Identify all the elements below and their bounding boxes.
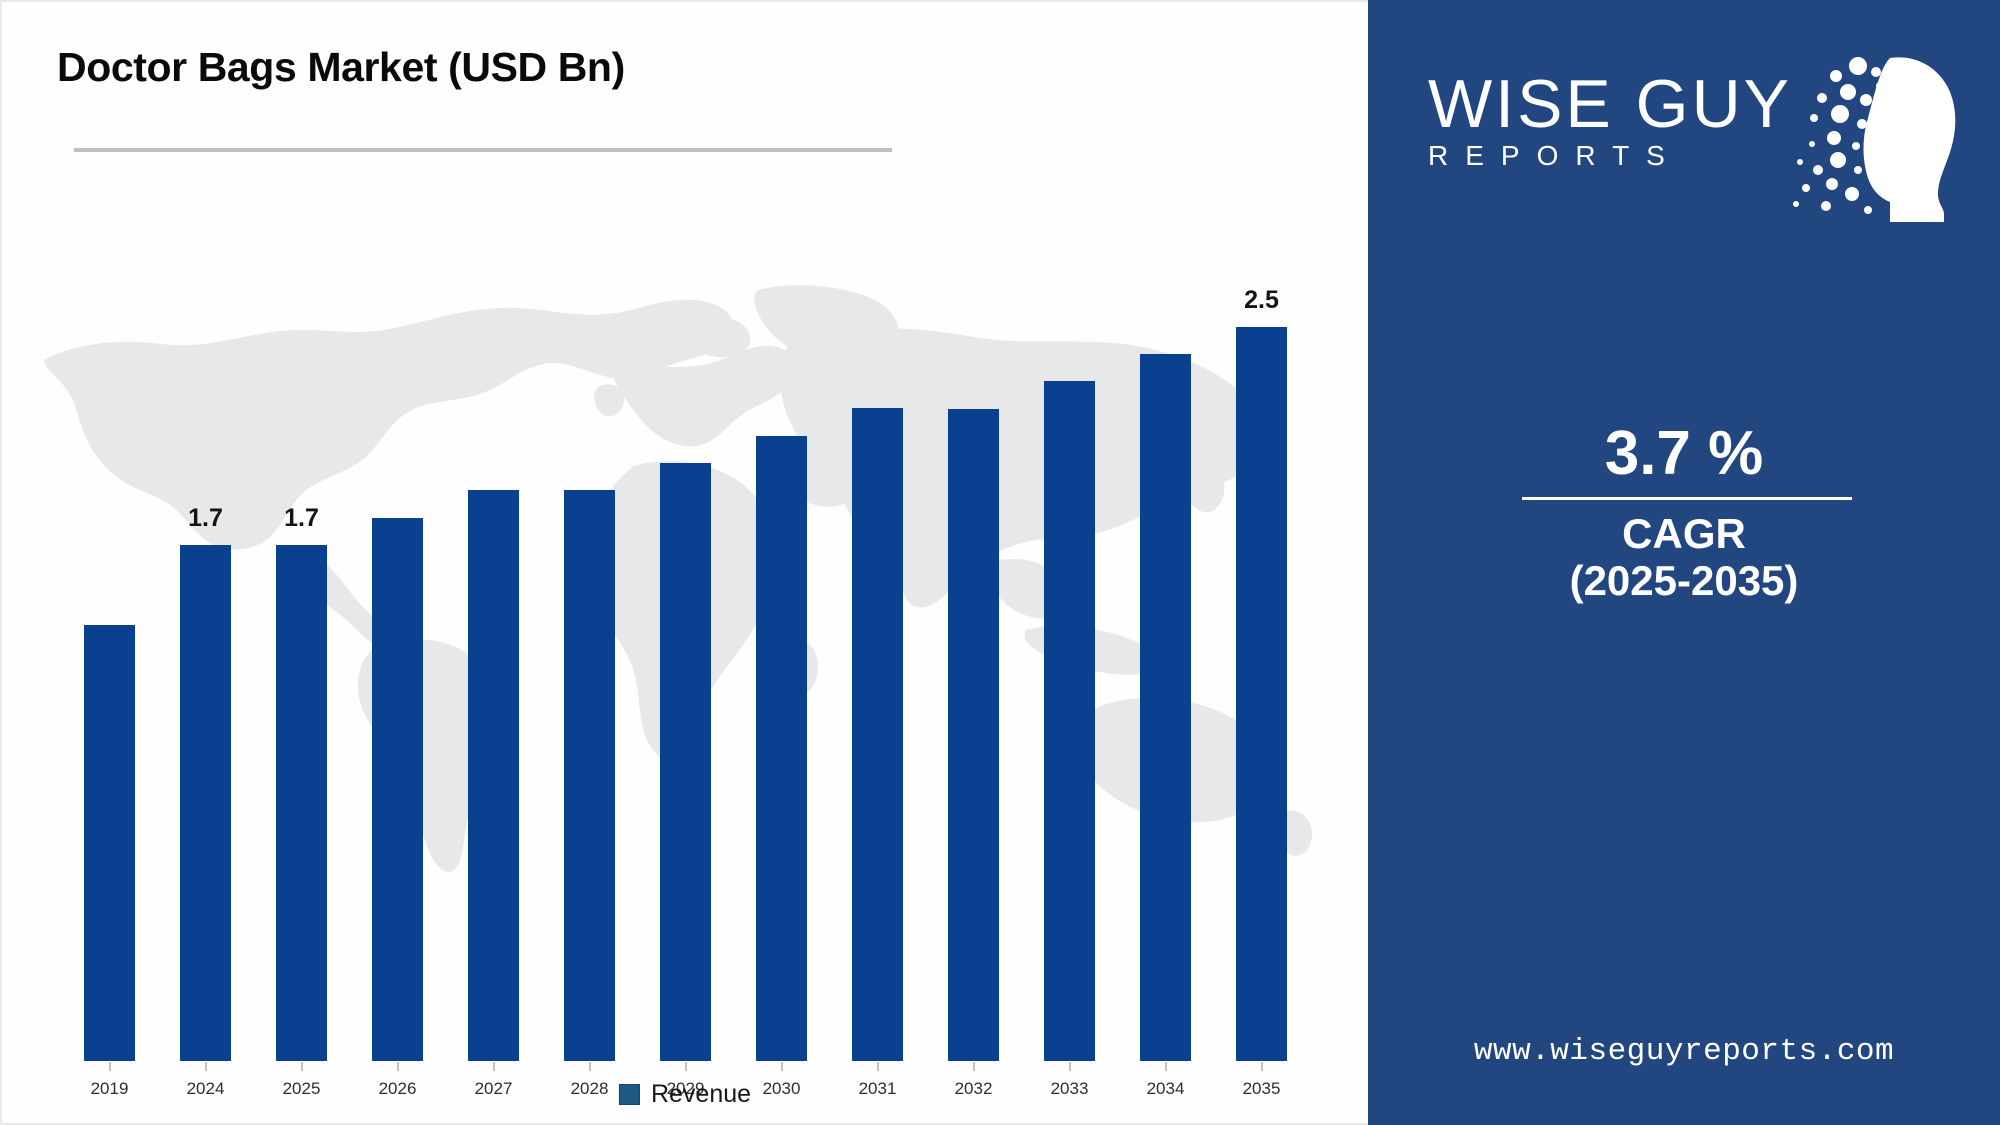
cagr-caption-line1: CAGR bbox=[1622, 510, 1746, 557]
x-axis-tick-2031 bbox=[877, 1062, 878, 1071]
bar-2033[interactable] bbox=[1044, 381, 1095, 1061]
site-url: www.wiseguyreports.com bbox=[1473, 1034, 1895, 1069]
bar-group: 2027 bbox=[468, 490, 519, 1098]
bar-value-label-2024: 1.7 bbox=[188, 504, 223, 532]
x-axis-tick-2032 bbox=[973, 1062, 974, 1071]
x-axis-tick-2026 bbox=[397, 1062, 398, 1071]
bar-group: 2019 bbox=[84, 625, 135, 1098]
bar-group: 1.7 2025 bbox=[276, 504, 327, 1098]
x-axis-tick-2029 bbox=[685, 1062, 686, 1071]
title-divider bbox=[74, 148, 892, 152]
legend-label-revenue: Revenue bbox=[650, 1080, 752, 1108]
x-axis-tick-2034 bbox=[1165, 1062, 1166, 1071]
logo-primary-text: WISE GUY bbox=[1428, 66, 1793, 142]
x-axis-tick-2027 bbox=[493, 1062, 494, 1071]
bar-2025[interactable] bbox=[276, 545, 327, 1061]
bar-value-label-2035: 2.5 bbox=[1244, 286, 1279, 314]
brand-panel: WISE GUY REPORTS bbox=[1368, 0, 2000, 1125]
x-axis-label-2025: 2025 bbox=[282, 1079, 321, 1098]
x-axis-tick-2028 bbox=[589, 1062, 590, 1071]
cagr-caption-line2: (2025-2035) bbox=[1569, 557, 1799, 605]
x-axis-label-2028: 2028 bbox=[570, 1079, 609, 1098]
x-axis-label-2024: 2024 bbox=[186, 1079, 225, 1098]
bar-2029[interactable] bbox=[660, 463, 711, 1061]
chart-legend: Revenue bbox=[618, 1080, 752, 1109]
x-axis-label-2029: 2029 bbox=[666, 1079, 705, 1098]
x-axis-tick-2019 bbox=[109, 1062, 110, 1071]
x-axis-tick-2035 bbox=[1261, 1062, 1262, 1071]
x-axis-tick-2024 bbox=[205, 1062, 206, 1071]
x-axis-label-2033: 2033 bbox=[1050, 1079, 1089, 1098]
x-axis-label-2032: 2032 bbox=[954, 1079, 993, 1098]
x-axis-label-2035: 2035 bbox=[1242, 1079, 1281, 1098]
x-axis-tick-2030 bbox=[781, 1062, 782, 1071]
bar-2027[interactable] bbox=[468, 490, 519, 1061]
cagr-value: 3.7 % bbox=[1604, 419, 1764, 488]
bar-group: 2033 bbox=[1044, 381, 1095, 1098]
dotted-head-profile-icon bbox=[1740, 52, 1960, 222]
bar-value-label-2025: 1.7 bbox=[284, 504, 319, 532]
bar-group: 2030 bbox=[756, 436, 807, 1098]
x-axis-label-2019: 2019 bbox=[90, 1079, 129, 1098]
x-axis-label-2031: 2031 bbox=[858, 1079, 897, 1098]
bar-2032[interactable] bbox=[948, 409, 999, 1061]
chart-title: Doctor Bags Market (USD Bn) bbox=[57, 44, 625, 90]
bar-2030[interactable] bbox=[756, 436, 807, 1061]
x-axis-tick-2033 bbox=[1069, 1062, 1070, 1071]
x-axis-label-2027: 2027 bbox=[474, 1079, 513, 1098]
bar-2026[interactable] bbox=[372, 518, 423, 1061]
bar-2035[interactable] bbox=[1236, 327, 1287, 1061]
bar-group: 2034 bbox=[1140, 354, 1191, 1098]
bar-2034[interactable] bbox=[1140, 354, 1191, 1061]
bar-2019[interactable] bbox=[84, 625, 135, 1061]
wiseguyreports-logo: WISE GUY REPORTS bbox=[1368, 52, 2000, 222]
chart-panel: Doctor Bags Market (USD Bn) bbox=[0, 0, 1368, 1125]
bar-group: 2026 bbox=[372, 518, 423, 1098]
bar-2024[interactable] bbox=[180, 545, 231, 1061]
x-axis-label-2026: 2026 bbox=[378, 1079, 417, 1098]
bar-group: 2032 bbox=[948, 409, 999, 1098]
x-axis-tick-2025 bbox=[301, 1062, 302, 1071]
bar-group: 1.7 2024 bbox=[180, 504, 231, 1098]
bar-2031[interactable] bbox=[852, 408, 903, 1061]
bar-2028[interactable] bbox=[564, 490, 615, 1061]
logo-wordmark: WISE GUY REPORTS bbox=[1428, 70, 1848, 170]
bar-group: 2028 bbox=[564, 490, 615, 1098]
cagr-divider bbox=[1522, 497, 1852, 500]
bar-group: 2029 bbox=[660, 463, 711, 1098]
bar-group: 2.5 2035 bbox=[1236, 286, 1287, 1098]
x-axis-label-2030: 2030 bbox=[762, 1079, 801, 1098]
cagr-caption: CAGR (2025-2035) bbox=[1368, 510, 2000, 605]
bar-group: 2031 bbox=[852, 408, 903, 1098]
legend-swatch-revenue bbox=[618, 1084, 640, 1105]
x-axis-label-2034: 2034 bbox=[1146, 1079, 1185, 1098]
logo-secondary-text: REPORTS bbox=[1428, 140, 1682, 171]
plot-area: 2019 1.7 2024 1.7 2025 2026 2027 2028 2029 2030 20… bbox=[2, 2, 1368, 1123]
